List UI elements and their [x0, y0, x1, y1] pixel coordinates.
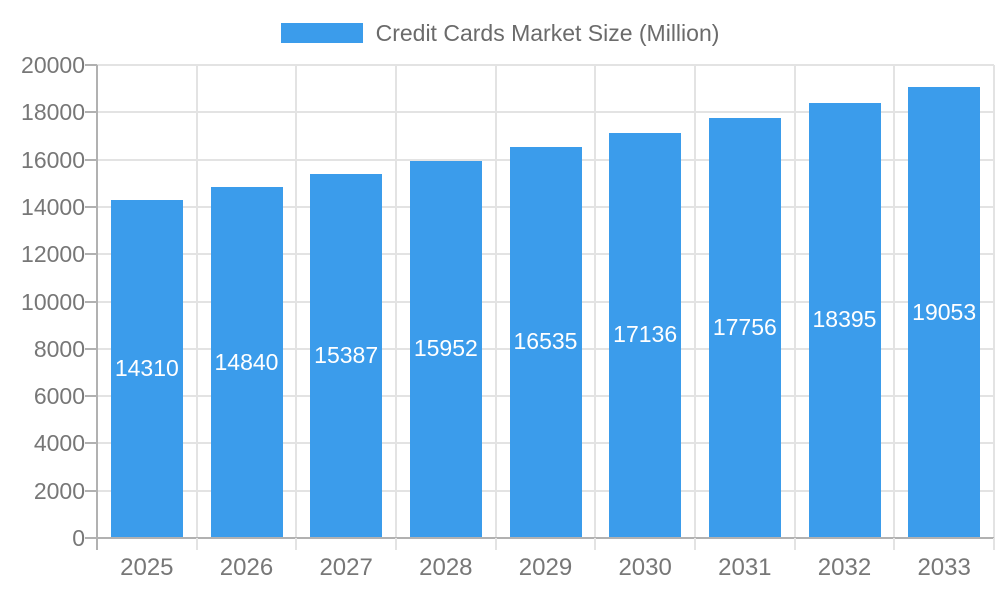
x-axis-tick — [395, 538, 397, 550]
h-gridline — [97, 111, 994, 114]
bar[interactable]: 14310 — [110, 199, 183, 538]
bar[interactable]: 19053 — [908, 87, 981, 538]
x-axis-tick — [793, 538, 796, 550]
y-axis-line — [96, 65, 98, 550]
y-axis-tick-label: 10000 — [21, 288, 85, 315]
x-axis-tick-label: 2028 — [419, 554, 473, 581]
y-axis-tick — [85, 300, 97, 303]
y-axis-tick — [85, 64, 97, 66]
y-axis-tick — [85, 347, 97, 350]
x-axis-tick-label: 2033 — [917, 554, 971, 581]
y-axis-tick-label: 0 — [72, 525, 85, 551]
bar-value-label: 16535 — [513, 328, 578, 355]
x-axis-tick — [893, 538, 896, 550]
x-axis-tick — [195, 538, 198, 550]
y-axis-tick-label: 2000 — [33, 477, 85, 504]
bar[interactable]: 15952 — [409, 160, 482, 538]
y-axis-tick — [85, 442, 97, 445]
x-axis-tick-label: 2032 — [817, 554, 872, 581]
bar-value-label: 14840 — [214, 348, 279, 375]
v-gridline — [793, 65, 796, 538]
plot-area: 14310 14840 15387 15952 16535 17136 17756 18395… — [97, 64, 995, 538]
bar-value-label: 19053 — [912, 298, 977, 325]
bar-value-label: 18395 — [812, 306, 877, 333]
y-axis-tick-label: 20000 — [21, 52, 85, 78]
y-axis-tick — [85, 253, 97, 256]
x-axis-tick-label: 2026 — [219, 554, 274, 581]
y-axis-tick-label: 14000 — [21, 193, 85, 220]
x-axis-tick — [594, 538, 597, 550]
y-axis-tick — [85, 158, 97, 161]
v-gridline — [494, 65, 497, 538]
v-gridline — [395, 65, 397, 538]
x-axis-tick-label: 2025 — [120, 554, 174, 581]
x-axis-tick-label: 2029 — [518, 554, 573, 581]
y-axis-tick-label: 4000 — [33, 430, 85, 457]
x-axis-tick — [993, 538, 995, 550]
y-axis-tick-label: 12000 — [21, 241, 85, 268]
y-axis-tick-label: 8000 — [33, 335, 85, 362]
x-axis-tick — [295, 538, 298, 550]
y-axis-tick-label: 16000 — [21, 146, 85, 173]
bar[interactable]: 18395 — [808, 102, 881, 538]
y-axis-tick — [85, 111, 97, 114]
h-gridline — [97, 64, 994, 66]
bar[interactable]: 17756 — [708, 118, 781, 538]
bar-value-label: 15387 — [314, 342, 379, 369]
y-axis-tick — [85, 395, 97, 398]
chart-legend[interactable]: Credit Cards Market Size (Million) — [0, 21, 1000, 45]
y-axis-tick — [85, 489, 97, 492]
x-axis-tick — [694, 538, 696, 550]
bar-value-label: 14310 — [114, 354, 179, 381]
v-gridline — [195, 65, 198, 538]
bar-value-label: 17136 — [613, 321, 678, 348]
x-axis-tick — [494, 538, 497, 550]
x-axis-tick-label: 2027 — [319, 554, 373, 581]
x-axis-tick-label: 2031 — [718, 554, 772, 581]
v-gridline — [295, 65, 298, 538]
y-axis-tick-label: 6000 — [33, 383, 85, 410]
bar-value-label: 15952 — [413, 335, 478, 362]
legend-swatch — [280, 23, 363, 43]
bar[interactable]: 17136 — [609, 132, 682, 538]
v-gridline — [993, 65, 995, 538]
x-axis-tick-label: 2030 — [618, 554, 672, 581]
v-gridline — [893, 65, 896, 538]
y-axis-tick — [85, 205, 97, 208]
v-gridline — [594, 65, 597, 538]
legend-label: Credit Cards Market Size (Million) — [375, 20, 720, 46]
x-axis-line — [85, 537, 994, 539]
y-axis-tick-label: 18000 — [21, 99, 85, 126]
bar[interactable]: 15387 — [310, 174, 383, 538]
bar-value-label: 17756 — [712, 314, 777, 341]
bar[interactable]: 14840 — [210, 187, 283, 538]
v-gridline — [694, 65, 696, 538]
bar[interactable]: 16535 — [509, 146, 582, 538]
